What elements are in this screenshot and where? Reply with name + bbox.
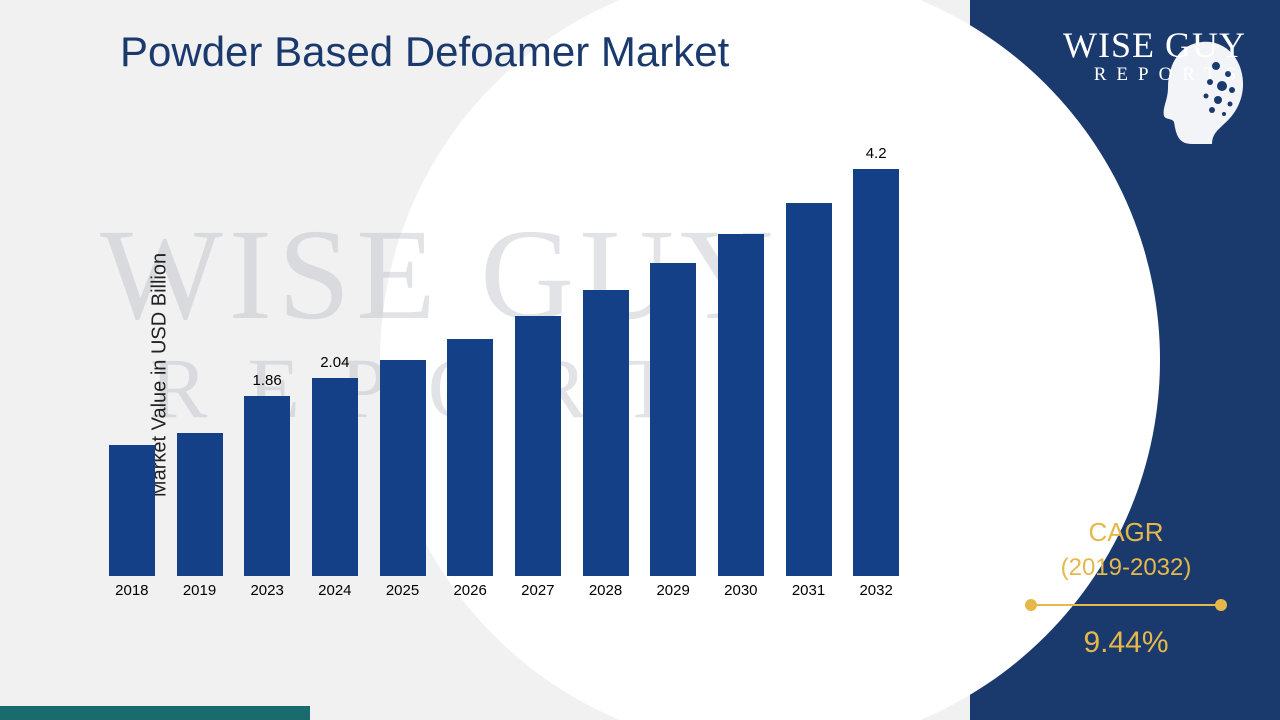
bar-slot: 4.2 [853, 169, 899, 576]
bar-slot [650, 263, 696, 576]
bar-slot [447, 339, 493, 576]
bar-value-label: 4.2 [853, 145, 899, 162]
cagr-range: (2019-2032) [1016, 554, 1236, 582]
cagr-value: 9.44% [1016, 626, 1236, 660]
x-tick-label: 2024 [318, 582, 351, 599]
bar [177, 433, 223, 576]
cagr-title: CAGR [1016, 517, 1236, 548]
bar-slot [515, 316, 561, 576]
bar-value-label: 2.04 [312, 354, 358, 371]
x-axis: 2018 2019 2023 2024 2025 2026 2027 2028 2029 2030… [98, 576, 910, 610]
bar [244, 396, 290, 576]
x-tick-label: 2031 [792, 582, 825, 599]
bar [109, 445, 155, 576]
bar-slot [786, 203, 832, 576]
bar [515, 316, 561, 576]
bottom-accent-bar [0, 706, 310, 720]
bar-slot: 2.04 [312, 378, 358, 576]
bar [312, 378, 358, 576]
x-tick-label: 2032 [859, 582, 892, 599]
x-tick-label: 2026 [453, 582, 486, 599]
x-tick-label: 2030 [724, 582, 757, 599]
bar-slot [583, 290, 629, 576]
x-tick-label: 2027 [521, 582, 554, 599]
infographic-canvas: WISE GUY REPORTS Powder Based Defoamer M… [0, 0, 1280, 720]
head-icon [1160, 38, 1250, 148]
bar-slot [109, 445, 155, 576]
bar-value-label: 1.86 [244, 372, 290, 389]
x-tick-label: 2029 [656, 582, 689, 599]
bar [786, 203, 832, 576]
x-tick-label: 2019 [183, 582, 216, 599]
x-tick-label: 2025 [386, 582, 419, 599]
chart-title: Powder Based Defoamer Market [120, 28, 729, 76]
bar-slot [380, 360, 426, 576]
cagr-box: CAGR (2019-2032) 9.44% [1016, 517, 1236, 660]
bar [718, 234, 764, 576]
bar-chart: Market Value in USD Billion 1.862.044.2 … [80, 140, 910, 610]
bar [583, 290, 629, 576]
brand-logo: WISE GUY REPORTS [1063, 24, 1246, 86]
bar [380, 360, 426, 576]
bar-slot: 1.86 [244, 396, 290, 576]
bar [650, 263, 696, 576]
cagr-divider [1031, 604, 1221, 606]
bar-slot [718, 234, 764, 576]
x-tick-label: 2028 [589, 582, 622, 599]
x-tick-label: 2023 [250, 582, 283, 599]
bar [853, 169, 899, 576]
bar [447, 339, 493, 576]
bar-slot [177, 433, 223, 576]
plot-area: 1.86 2.04 4.2 [98, 140, 910, 576]
x-tick-label: 2018 [115, 582, 148, 599]
